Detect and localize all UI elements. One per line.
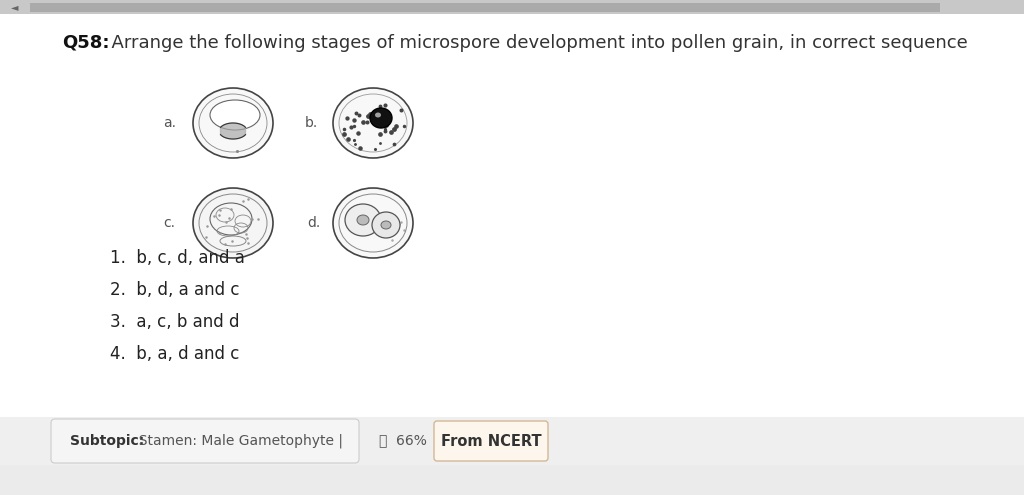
- Ellipse shape: [333, 188, 413, 258]
- Text: Subtopic:: Subtopic:: [70, 434, 144, 448]
- Text: c.: c.: [163, 216, 175, 230]
- FancyBboxPatch shape: [51, 419, 359, 463]
- Ellipse shape: [381, 221, 391, 229]
- Ellipse shape: [370, 108, 392, 128]
- Text: 3.  a, c, b and d: 3. a, c, b and d: [110, 313, 240, 331]
- Text: 66%: 66%: [396, 434, 427, 448]
- Ellipse shape: [193, 88, 273, 158]
- Ellipse shape: [333, 88, 413, 158]
- Text: 1.  b, c, d, and a: 1. b, c, d, and a: [110, 249, 245, 267]
- FancyBboxPatch shape: [434, 421, 548, 461]
- Text: a.: a.: [163, 116, 176, 130]
- Text: ◄: ◄: [11, 2, 18, 12]
- Polygon shape: [220, 123, 246, 139]
- Ellipse shape: [345, 204, 381, 236]
- Text: Stamen: Male Gametophyte |: Stamen: Male Gametophyte |: [130, 434, 343, 448]
- FancyBboxPatch shape: [0, 417, 1024, 465]
- FancyBboxPatch shape: [0, 14, 1024, 465]
- Text: Arrange the following stages of microspore development into pollen grain, in cor: Arrange the following stages of microspo…: [100, 34, 968, 52]
- FancyBboxPatch shape: [30, 3, 940, 12]
- FancyBboxPatch shape: [0, 0, 1024, 14]
- Ellipse shape: [372, 212, 400, 238]
- Text: Q58:: Q58:: [62, 34, 110, 52]
- Ellipse shape: [210, 100, 260, 130]
- Ellipse shape: [375, 112, 381, 117]
- Text: d.: d.: [307, 216, 321, 230]
- Text: 2.  b, d, a and c: 2. b, d, a and c: [110, 281, 240, 299]
- Text: 4.  b, a, d and c: 4. b, a, d and c: [110, 345, 240, 363]
- Ellipse shape: [193, 188, 273, 258]
- Text: b.: b.: [305, 116, 318, 130]
- Text: 👍: 👍: [378, 434, 386, 448]
- Text: From NCERT: From NCERT: [440, 434, 542, 448]
- Ellipse shape: [357, 215, 369, 225]
